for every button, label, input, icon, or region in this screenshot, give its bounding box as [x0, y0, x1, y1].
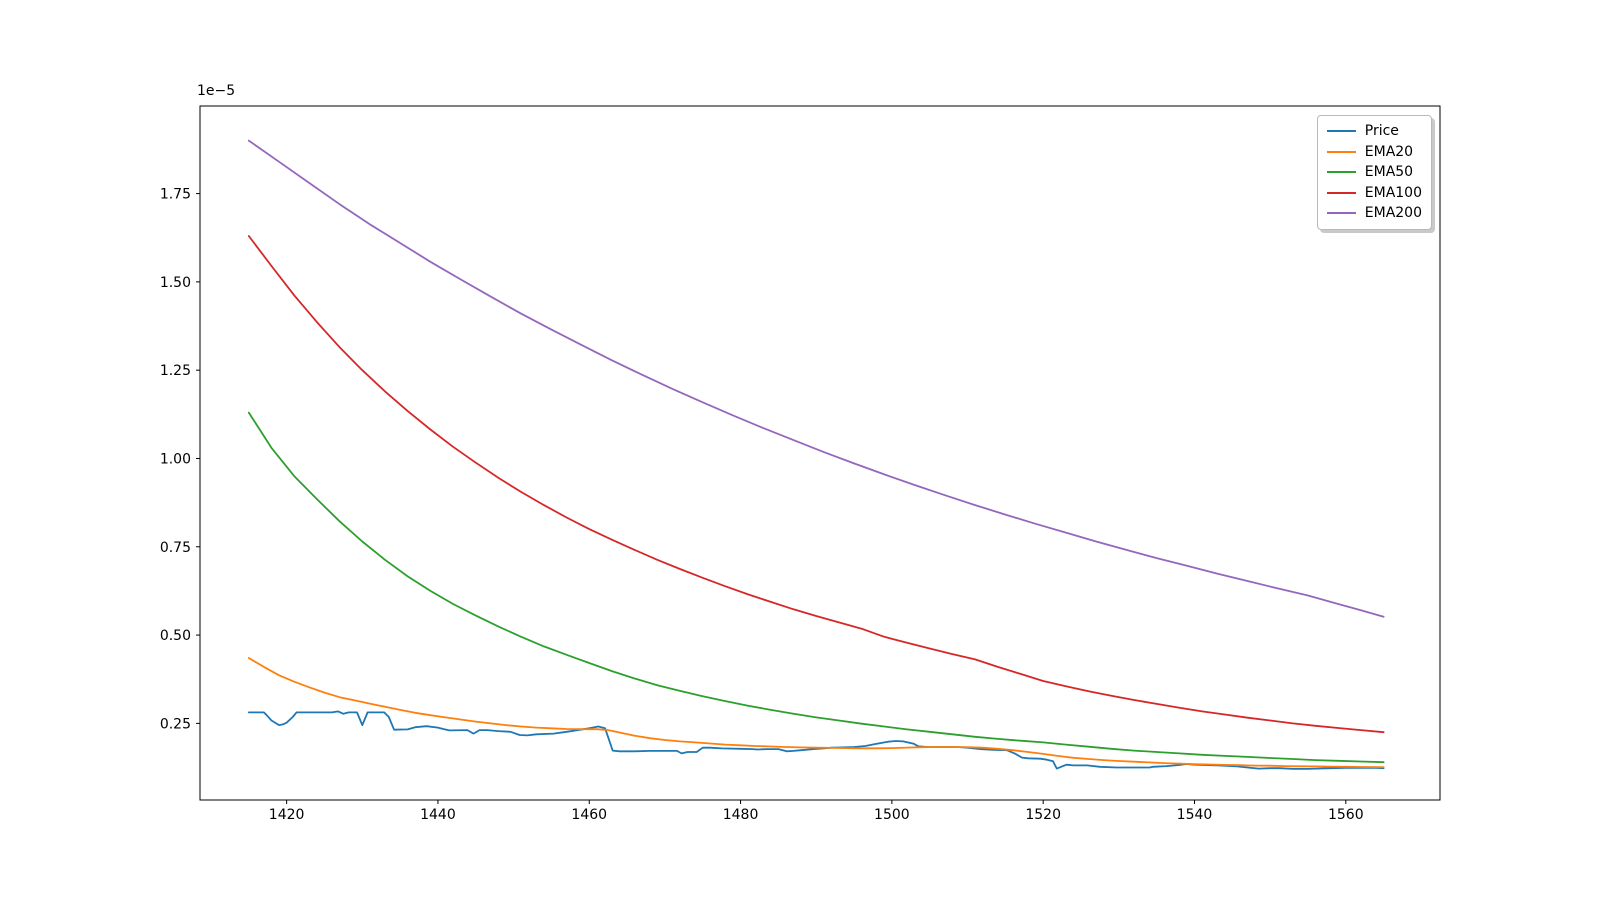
y-tick-label: 1.75 [160, 187, 191, 203]
legend-swatch-ema50-icon [1326, 171, 1356, 174]
legend-swatch-price-icon [1326, 130, 1356, 133]
x-tick-label: 1480 [723, 807, 759, 823]
legend-label-ema50: EMA50 [1364, 164, 1414, 181]
y-tick-label: 1.00 [160, 451, 191, 467]
x-tick-label: 1560 [1328, 807, 1364, 823]
legend-item-ema20: EMA20 [1326, 142, 1422, 163]
series-line-price [247, 710, 1385, 770]
series-line-ema50 [247, 411, 1385, 764]
legend-label-ema200: EMA200 [1364, 205, 1422, 222]
plot-border [199, 105, 1441, 801]
y-tick-label: 0.75 [160, 540, 191, 556]
x-tick-label: 1520 [1025, 807, 1061, 823]
legend: Price EMA20 EMA50 EMA100 EMA200 [1316, 115, 1432, 230]
legend-label-ema20: EMA20 [1364, 143, 1414, 160]
legend-item-ema100: EMA100 [1326, 183, 1422, 204]
y-tick-label: 1.25 [160, 363, 191, 379]
legend-label-ema100: EMA100 [1364, 184, 1422, 201]
x-tick-label: 1440 [420, 807, 456, 823]
series-line-ema20 [247, 657, 1385, 769]
x-tick-label: 1460 [571, 807, 607, 823]
y-axis-offset-label: 1e−5 [197, 83, 236, 99]
legend-label-price: Price [1364, 123, 1399, 140]
legend-swatch-ema100-icon [1326, 191, 1356, 194]
legend-item-ema200: EMA200 [1326, 203, 1422, 224]
x-tick-label: 1500 [874, 807, 910, 823]
legend-item-price: Price [1326, 121, 1422, 142]
series-line-ema100 [247, 235, 1385, 734]
x-tick-label: 1540 [1177, 807, 1213, 823]
y-tick-label: 0.50 [160, 628, 191, 644]
legend-swatch-ema20-icon [1326, 150, 1356, 153]
y-tick-label: 0.25 [160, 716, 191, 732]
legend-swatch-ema200-icon [1326, 212, 1356, 215]
y-tick-label: 1.50 [160, 275, 191, 291]
legend-item-ema50: EMA50 [1326, 162, 1422, 183]
series-line-ema200 [247, 139, 1385, 618]
x-tick-label: 1420 [269, 807, 305, 823]
